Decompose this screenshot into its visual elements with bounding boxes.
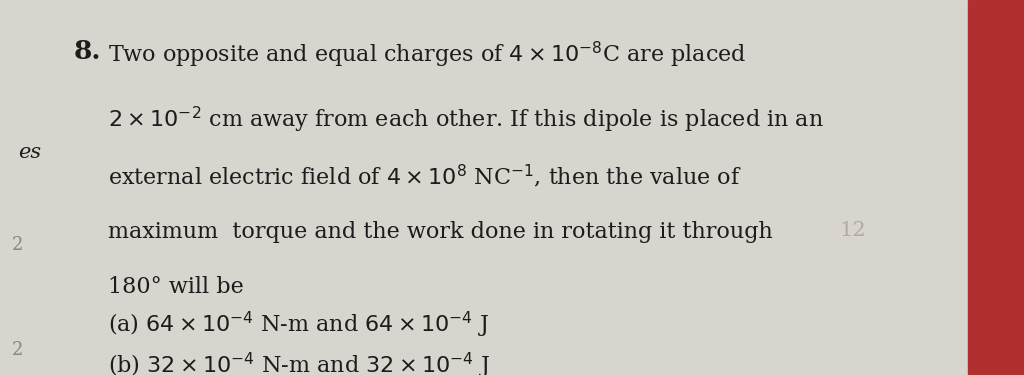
Text: Two opposite and equal charges of $4\times10^{-8}$C are placed: Two opposite and equal charges of $4\tim… xyxy=(108,39,745,70)
Text: 180° will be: 180° will be xyxy=(108,276,244,298)
Text: (a) $64\times10^{-4}$ N-m and $64\times10^{-4}$ J: (a) $64\times10^{-4}$ N-m and $64\times1… xyxy=(108,309,488,340)
Text: $2\times10^{-2}$ cm away from each other. If this dipole is placed in an: $2\times10^{-2}$ cm away from each other… xyxy=(108,105,823,135)
Text: es: es xyxy=(18,142,42,162)
Text: 2: 2 xyxy=(12,236,24,254)
Text: 8.: 8. xyxy=(74,39,101,64)
Bar xyxy=(968,0,1024,375)
Text: 12: 12 xyxy=(840,221,866,240)
Text: external electric field of $4\times10^{8}$ NC$^{-1}$, then the value of: external electric field of $4\times10^{8… xyxy=(108,163,741,190)
Text: 2: 2 xyxy=(12,341,24,359)
Text: (b) $32\times10^{-4}$ N-m and $32\times10^{-4}$ J: (b) $32\times10^{-4}$ N-m and $32\times1… xyxy=(108,351,489,375)
Text: maximum  torque and the work done in rotating it through: maximum torque and the work done in rota… xyxy=(108,221,772,243)
